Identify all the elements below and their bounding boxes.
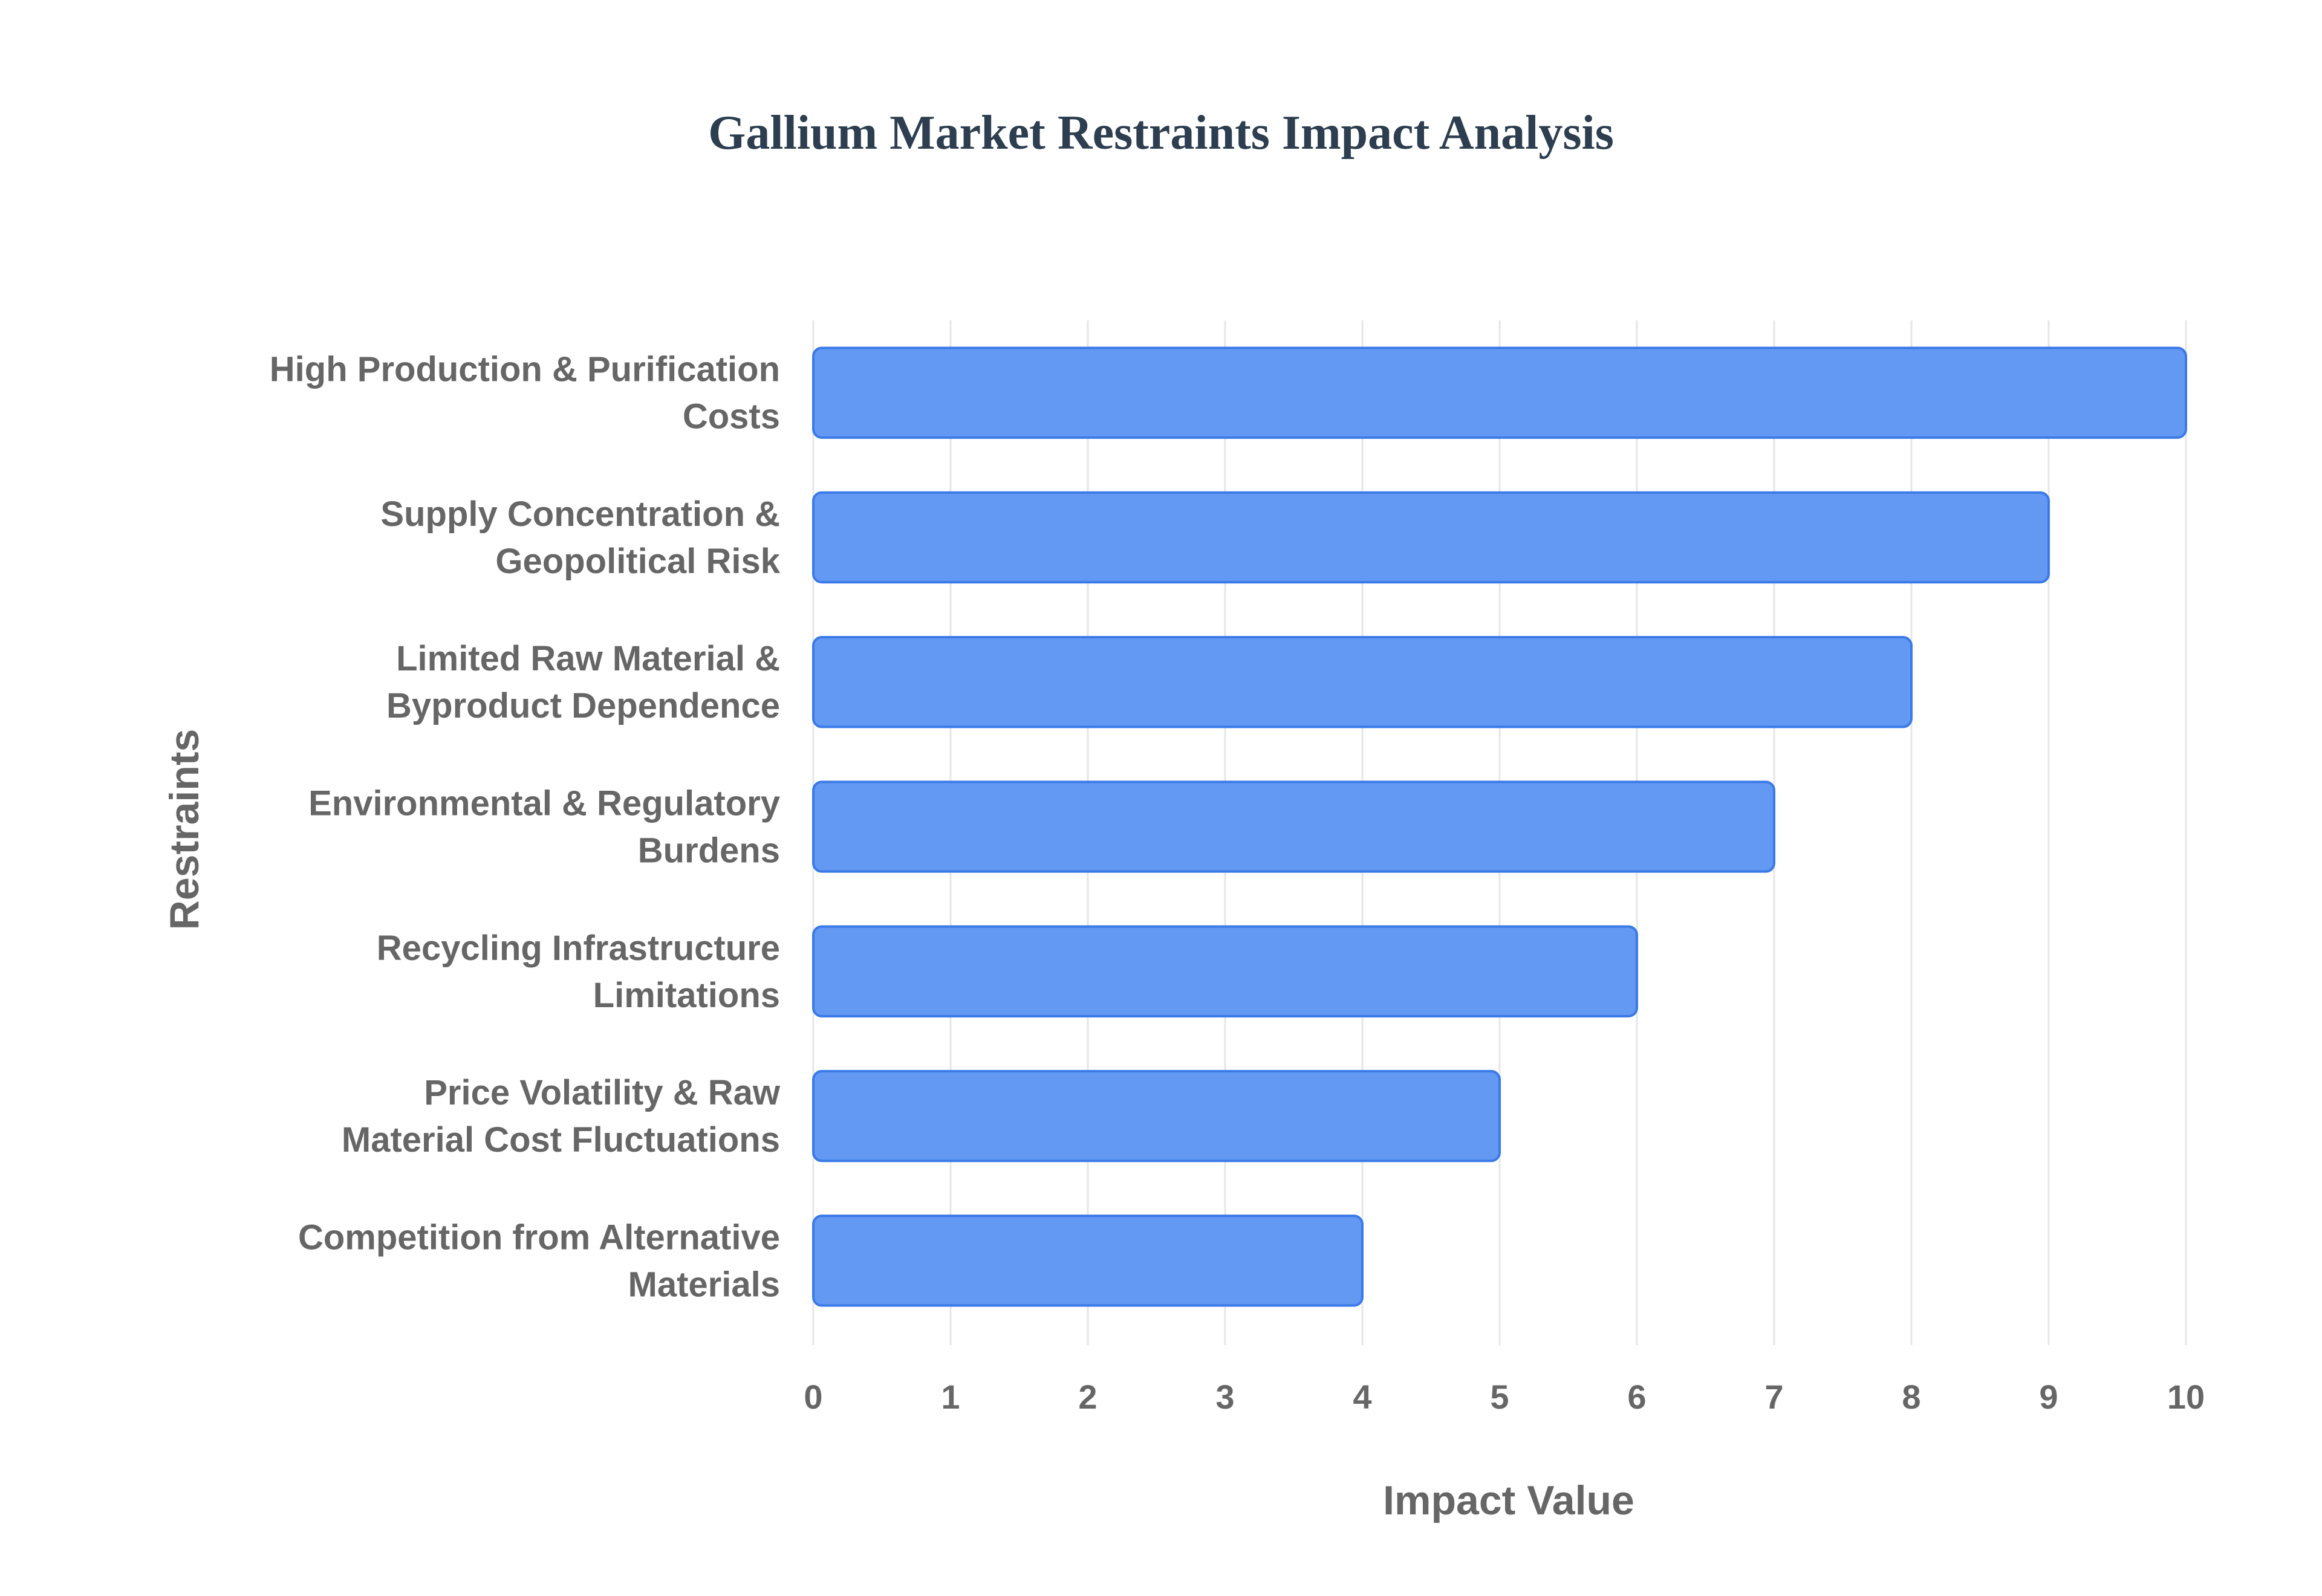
bar[interactable] <box>812 636 1913 728</box>
x-tick-label: 10 <box>2167 1378 2205 1416</box>
bar[interactable] <box>812 780 1775 873</box>
bar[interactable] <box>812 925 1638 1017</box>
y-tick-label: Competition from Alternative Materials <box>298 1218 780 1304</box>
y-tick-label-line: Materials <box>628 1265 780 1304</box>
x-tick-label: 0 <box>804 1378 822 1416</box>
x-tick-label: 5 <box>1490 1378 1509 1416</box>
y-axis-title: Restraints <box>161 729 207 930</box>
bar[interactable] <box>812 491 2050 584</box>
y-tick-labels: High Production & Purification Costs Suppl… <box>270 350 781 1305</box>
bars <box>812 346 2187 1307</box>
y-tick-label-line: Competition from Alternative <box>298 1218 780 1257</box>
y-tick-label-line: Costs <box>683 397 780 436</box>
bar[interactable] <box>812 346 2187 439</box>
y-tick-label-line: Limitations <box>593 976 780 1015</box>
x-tick-label: 3 <box>1215 1378 1234 1416</box>
y-tick-label-line: Material Cost Fluctuations <box>342 1120 780 1160</box>
y-tick-label-line: Supply Concentration & <box>380 495 780 534</box>
x-tick-label: 2 <box>1078 1378 1097 1416</box>
bar[interactable] <box>812 1215 1364 1307</box>
x-tick-label: 8 <box>1902 1378 1920 1416</box>
x-tick-labels: 0 1 2 3 4 5 6 7 8 9 10 <box>804 1378 2205 1416</box>
x-tick-label: 7 <box>1764 1378 1783 1416</box>
y-tick-label: Supply Concentration & Geopolitical Risk <box>380 495 780 581</box>
y-tick-label: Recycling Infrastructure Limitations <box>377 929 780 1015</box>
x-tick-label: 9 <box>2039 1378 2058 1416</box>
x-tick-label: 4 <box>1353 1378 1371 1416</box>
x-axis-title: Impact Value <box>1383 1478 1634 1523</box>
y-tick-label-line: Byproduct Dependence <box>386 686 780 725</box>
y-tick-label-line: Limited Raw Material & <box>396 639 780 678</box>
y-tick-label-line: Environmental & Regulatory <box>308 784 780 823</box>
y-tick-label-line: Price Volatility & Raw <box>424 1073 781 1112</box>
chart-title: Gallium Market Restraints Impact Analysi… <box>708 106 1614 160</box>
x-tick-label: 1 <box>941 1378 960 1416</box>
y-tick-label-line: Geopolitical Risk <box>495 542 780 581</box>
y-tick-label-line: Burdens <box>638 831 780 871</box>
x-tick-label: 6 <box>1627 1378 1646 1416</box>
y-tick-label-line: High Production & Purification <box>270 350 780 389</box>
y-tick-label: Environmental & Regulatory Burdens <box>308 784 780 871</box>
bar[interactable] <box>812 1069 1501 1163</box>
y-tick-label-line: Recycling Infrastructure <box>377 929 780 968</box>
y-tick-label: High Production & Purification Costs <box>270 350 780 436</box>
y-tick-label: Limited Raw Material & Byproduct Dependen… <box>386 639 780 725</box>
y-tick-label: Price Volatility & Raw Material Cost Fluc… <box>342 1073 781 1160</box>
